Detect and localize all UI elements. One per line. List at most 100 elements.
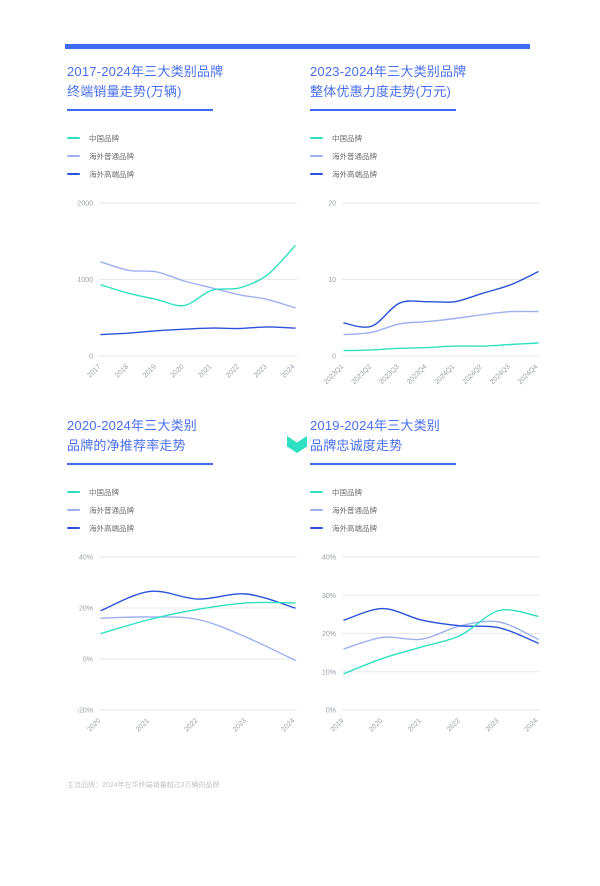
nps-trend-line-chart: -20% 0% 20% 40% 2020 2021 2022 2023 2024 bbox=[67, 547, 302, 752]
svg-text:0: 0 bbox=[332, 354, 336, 361]
svg-text:2017: 2017 bbox=[86, 363, 102, 379]
chart-title-line2: 终端销量走势(万辆) bbox=[67, 83, 182, 99]
chart-card-discount-trend: 2023-2024年三大类别品牌 整体优惠力度走势(万元) 中国品牌 海外普通品… bbox=[310, 62, 540, 398]
terminal-sales-line-chart: 0 1000 2000 2017 2018 2019 2020 2021 2022 2023 202… bbox=[67, 193, 302, 398]
legend-item-overseas-premium: 海外高端品牌 bbox=[67, 169, 287, 179]
chart-legend: 中国品牌 海外普通品牌 海外高端品牌 bbox=[310, 487, 530, 533]
legend-item-overseas-ordinary: 海外普通品牌 bbox=[310, 505, 530, 515]
legend-item-overseas-premium: 海外高端品牌 bbox=[67, 523, 287, 533]
svg-text:2018: 2018 bbox=[114, 363, 130, 379]
legend-label: 中国品牌 bbox=[332, 487, 362, 497]
svg-text:40%: 40% bbox=[322, 555, 336, 562]
svg-text:2022: 2022 bbox=[225, 363, 241, 379]
legend-label: 中国品牌 bbox=[89, 487, 119, 497]
legend-label: 海外普通品牌 bbox=[332, 505, 377, 515]
legend-label: 中国品牌 bbox=[332, 133, 362, 143]
legend-label: 海外高端品牌 bbox=[89, 169, 134, 179]
svg-text:30%: 30% bbox=[322, 593, 336, 600]
chart-legend: 中国品牌 海外普通品牌 海外高端品牌 bbox=[310, 133, 530, 179]
chart-title-line2: 品牌忠诚度走势 bbox=[310, 437, 403, 453]
chart-title-terminal-sales: 2017-2024年三大类别品牌 终端销量走势(万辆) bbox=[67, 62, 287, 101]
svg-text:10%: 10% bbox=[322, 669, 336, 676]
chart-title-nps-trend: 2020-2024年三大类别 品牌的净推荐率走势 bbox=[67, 416, 287, 455]
svg-text:-20%: -20% bbox=[77, 708, 93, 715]
discount-trend-line-chart: 0 10 20 2023Q1 2023Q2 2023Q3 2023Q4 2024Q1 2024Q… bbox=[310, 193, 545, 398]
svg-text:2022: 2022 bbox=[446, 717, 462, 733]
chart-title-line2: 品牌的净推荐率走势 bbox=[67, 437, 186, 453]
legend-item-overseas-premium: 海外高端品牌 bbox=[310, 523, 530, 533]
chart-title-line1: 2020-2024年三大类别 bbox=[67, 418, 197, 433]
svg-text:2023: 2023 bbox=[232, 717, 248, 733]
svg-text:2020: 2020 bbox=[368, 717, 384, 733]
chart-title-loyalty-trend: 2019-2024年三大类别 品牌忠诚度走势 bbox=[310, 416, 530, 455]
svg-text:2020: 2020 bbox=[86, 717, 102, 733]
svg-text:40%: 40% bbox=[79, 555, 93, 562]
top-accent-bar bbox=[65, 44, 530, 49]
legend-item-overseas-ordinary: 海外普通品牌 bbox=[67, 151, 287, 161]
svg-text:2024Q2: 2024Q2 bbox=[461, 363, 484, 386]
svg-text:2024: 2024 bbox=[280, 363, 296, 379]
charts-grid: 2017-2024年三大类别品牌 终端销量走势(万辆) 中国品牌 海外普通品牌 … bbox=[67, 62, 600, 752]
legend-dash-icon bbox=[67, 137, 80, 139]
svg-text:2023: 2023 bbox=[485, 717, 501, 733]
svg-text:2024: 2024 bbox=[280, 717, 296, 733]
legend-item-overseas-ordinary: 海外普通品牌 bbox=[310, 151, 530, 161]
svg-text:2024: 2024 bbox=[523, 717, 539, 733]
legend-dash-icon bbox=[310, 155, 323, 157]
svg-text:20%: 20% bbox=[322, 631, 336, 638]
svg-text:2023Q2: 2023Q2 bbox=[351, 363, 374, 386]
legend-label: 中国品牌 bbox=[89, 133, 119, 143]
title-underline bbox=[310, 463, 456, 465]
legend-dash-icon bbox=[310, 527, 323, 529]
legend-item-china: 中国品牌 bbox=[67, 487, 287, 497]
legend-label: 海外高端品牌 bbox=[89, 523, 134, 533]
svg-text:2022: 2022 bbox=[183, 717, 199, 733]
svg-text:2023Q4: 2023Q4 bbox=[406, 363, 429, 386]
svg-text:0%: 0% bbox=[326, 708, 336, 715]
svg-text:0: 0 bbox=[89, 354, 93, 361]
svg-text:2024Q3: 2024Q3 bbox=[489, 363, 512, 386]
legend-label: 海外高端品牌 bbox=[332, 523, 377, 533]
chart-title-discount-trend: 2023-2024年三大类别品牌 整体优惠力度走势(万元) bbox=[310, 62, 530, 101]
svg-text:2024Q1: 2024Q1 bbox=[434, 363, 457, 386]
legend-dash-icon bbox=[310, 491, 323, 493]
chart-card-terminal-sales: 2017-2024年三大类别品牌 终端销量走势(万辆) 中国品牌 海外普通品牌 … bbox=[67, 62, 297, 398]
chevron-down-icon bbox=[287, 436, 307, 453]
svg-text:2024Q4: 2024Q4 bbox=[517, 363, 540, 386]
svg-text:2021: 2021 bbox=[407, 717, 423, 733]
svg-text:2020: 2020 bbox=[170, 363, 186, 379]
svg-text:0%: 0% bbox=[83, 657, 93, 664]
legend-item-overseas-ordinary: 海外普通品牌 bbox=[67, 505, 287, 515]
chart-title-line1: 2023-2024年三大类别品牌 bbox=[310, 64, 467, 79]
legend-item-overseas-premium: 海外高端品牌 bbox=[310, 169, 530, 179]
legend-dash-icon bbox=[67, 509, 80, 511]
legend-item-china: 中国品牌 bbox=[310, 133, 530, 143]
legend-label: 海外高端品牌 bbox=[332, 169, 377, 179]
svg-text:2023Q1: 2023Q1 bbox=[323, 363, 346, 386]
title-underline bbox=[310, 109, 456, 111]
chart-title-line1: 2019-2024年三大类别 bbox=[310, 418, 440, 433]
legend-label: 海外普通品牌 bbox=[89, 505, 134, 515]
legend-item-china: 中国品牌 bbox=[310, 487, 530, 497]
svg-text:2000: 2000 bbox=[77, 201, 93, 208]
svg-text:2021: 2021 bbox=[197, 363, 213, 379]
chart-card-loyalty-trend: 2019-2024年三大类别 品牌忠诚度走势 中国品牌 海外普通品牌 海外高端品… bbox=[310, 416, 540, 752]
svg-text:20: 20 bbox=[328, 201, 336, 208]
svg-text:20%: 20% bbox=[79, 606, 93, 613]
svg-text:2019: 2019 bbox=[329, 717, 345, 733]
chart-card-nps-trend: 2020-2024年三大类别 品牌的净推荐率走势 中国品牌 海外普通品牌 海外高… bbox=[67, 416, 297, 752]
legend-label: 海外普通品牌 bbox=[89, 151, 134, 161]
legend-dash-icon bbox=[310, 509, 323, 511]
svg-text:2023: 2023 bbox=[253, 363, 269, 379]
chart-legend: 中国品牌 海外普通品牌 海外高端品牌 bbox=[67, 133, 287, 179]
legend-dash-icon bbox=[310, 137, 323, 139]
legend-item-china: 中国品牌 bbox=[67, 133, 287, 143]
legend-dash-icon bbox=[67, 491, 80, 493]
loyalty-trend-line-chart: 0% 10% 20% 30% 40% 2019 2020 2021 2022 2023 2024 bbox=[310, 547, 545, 752]
svg-text:2021: 2021 bbox=[135, 717, 151, 733]
legend-dash-icon bbox=[310, 173, 323, 175]
svg-text:2023Q3: 2023Q3 bbox=[378, 363, 401, 386]
legend-label: 海外普通品牌 bbox=[332, 151, 377, 161]
legend-dash-icon bbox=[67, 155, 80, 157]
footnote: 主流品牌：2024年在华终端销量超过3万辆的品牌 bbox=[67, 782, 220, 789]
